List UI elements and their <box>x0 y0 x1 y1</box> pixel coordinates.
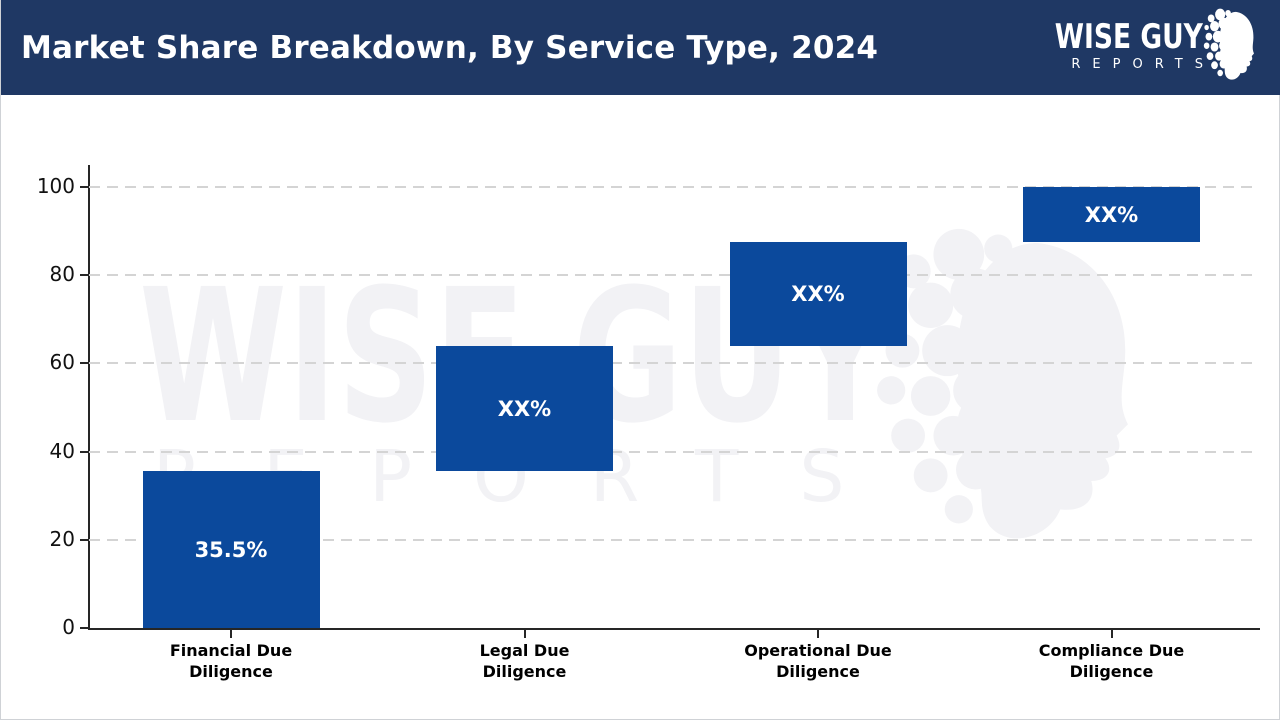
bar-compliance-due-diligence: XX% <box>1023 187 1200 243</box>
y-tick-label: 80 <box>49 262 75 287</box>
x-tick <box>230 630 232 638</box>
logo-reports-label: REPORTS <box>1071 57 1215 72</box>
gridline <box>89 362 1259 365</box>
bar-operational-due-diligence: XX% <box>729 242 907 346</box>
category-label-line: Operational Due <box>744 641 892 660</box>
category-label-financial-due-diligence: Financial Due Diligence <box>111 640 351 682</box>
y-tick-label: 40 <box>49 438 75 463</box>
bar-value-label: 35.5% <box>194 537 268 562</box>
y-tick <box>80 538 88 541</box>
gridline <box>89 186 1259 188</box>
x-tick <box>1110 630 1113 638</box>
bar-financial-due-diligence: 35.5% <box>142 471 320 628</box>
chart-title: Market Share Breakdown, By Service Type,… <box>21 29 879 66</box>
logo-text: WISE GUY REPORTS <box>1013 20 1203 72</box>
y-tick-label: 100 <box>36 174 75 198</box>
category-label-operational-due-diligence: Operational Due Diligence <box>698 640 938 682</box>
category-label-line: Legal Due <box>479 641 570 660</box>
gridline <box>89 538 1259 541</box>
category-label-legal-due-diligence: Legal Due Diligence <box>405 640 645 682</box>
watermark-head-icon <box>877 228 1128 539</box>
bar-legal-due-diligence: XX% <box>436 345 613 472</box>
y-tick-label: 20 <box>49 526 75 551</box>
category-label-line: Diligence <box>189 662 273 681</box>
category-label-line: Diligence <box>776 662 860 681</box>
category-label-line: Diligence <box>1069 662 1154 681</box>
y-tick <box>80 450 88 453</box>
bar-value-label: XX% <box>497 396 552 421</box>
wiseguy-logo: WISE GUY REPORTS <box>1011 0 1271 95</box>
bar-value-label: XX% <box>1084 202 1139 227</box>
bar-value-label: XX% <box>791 281 845 306</box>
category-label-line: Compliance Due <box>1038 641 1185 660</box>
header-banner: Market Share Breakdown, By Service Type,… <box>1 0 1280 95</box>
y-tick <box>80 274 88 277</box>
x-tick <box>817 630 819 638</box>
y-tick <box>80 627 88 629</box>
y-tick <box>80 186 88 188</box>
x-tick <box>523 630 526 638</box>
y-tick-label: 60 <box>49 350 75 375</box>
category-label-line: Financial Due <box>169 641 293 660</box>
y-axis-line <box>88 165 90 630</box>
logo-wiseguy-label: WISE GUY <box>1054 17 1203 57</box>
category-label-compliance-due-diligence: Compliance Due Diligence <box>992 640 1232 682</box>
y-tick <box>80 362 88 365</box>
x-axis-line <box>88 628 1260 630</box>
gridline <box>89 450 1259 453</box>
y-tick-label: 0 <box>62 615 75 639</box>
logo-head-icon <box>1203 8 1254 80</box>
category-label-line: Diligence <box>482 662 567 681</box>
gridline <box>89 274 1259 277</box>
